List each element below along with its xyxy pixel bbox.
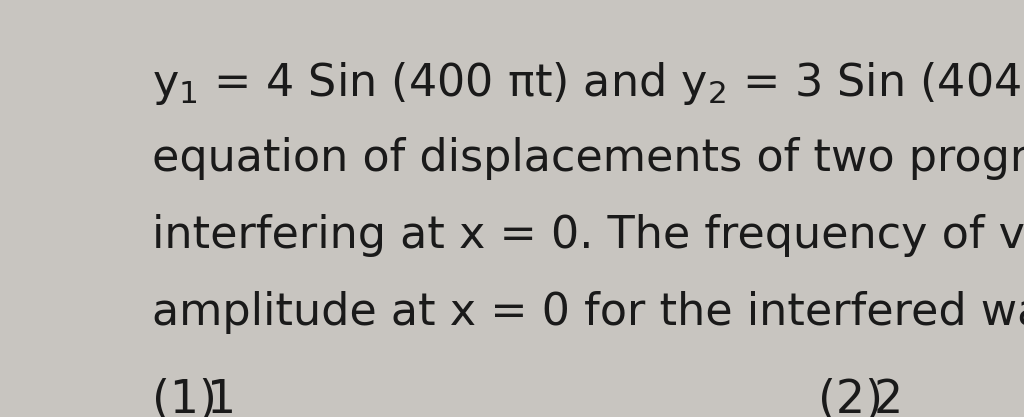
Text: 1: 1 bbox=[207, 377, 237, 417]
Text: 2: 2 bbox=[873, 377, 903, 417]
Text: equation of displacements of two progressive waves: equation of displacements of two progres… bbox=[152, 137, 1024, 180]
Text: (2): (2) bbox=[818, 377, 884, 417]
Text: amplitude at x = 0 for the interfered wave will be: amplitude at x = 0 for the interfered wa… bbox=[152, 291, 1024, 334]
Text: interfering at x = 0. The frequency of variation of: interfering at x = 0. The frequency of v… bbox=[152, 214, 1024, 257]
Text: y$_1$ = 4 Sin (400 πt) and y$_2$ = 3 Sin (404 πt) are the: y$_1$ = 4 Sin (400 πt) and y$_2$ = 3 Sin… bbox=[152, 60, 1024, 107]
Text: (1): (1) bbox=[152, 377, 217, 417]
